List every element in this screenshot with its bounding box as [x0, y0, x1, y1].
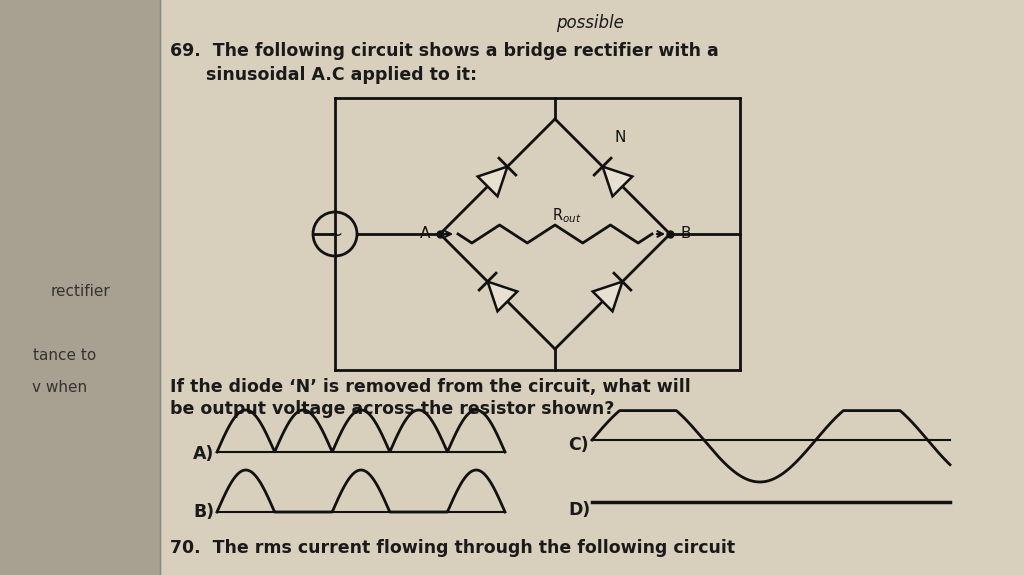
Text: ~: ~	[327, 225, 343, 244]
Text: tance to: tance to	[34, 348, 96, 363]
Polygon shape	[593, 282, 623, 311]
Text: possible: possible	[556, 14, 624, 32]
Text: D): D)	[568, 501, 590, 519]
Text: R$_{out}$: R$_{out}$	[552, 206, 582, 225]
Text: C): C)	[568, 436, 589, 454]
Text: be output voltage across the resistor shown?: be output voltage across the resistor sh…	[170, 400, 614, 418]
Text: A: A	[420, 227, 430, 242]
Text: 69.  The following circuit shows a bridge rectifier with a: 69. The following circuit shows a bridge…	[170, 42, 719, 60]
Text: rectifier: rectifier	[50, 285, 110, 300]
Bar	[0, 0, 160, 575]
Text: If the diode ‘N’ is removed from the circuit, what will: If the diode ‘N’ is removed from the cir…	[170, 378, 691, 396]
Text: sinusoidal A.C applied to it:: sinusoidal A.C applied to it:	[170, 66, 477, 84]
Text: v when: v when	[33, 381, 88, 396]
Text: B): B)	[193, 503, 214, 521]
Polygon shape	[478, 167, 508, 196]
Text: B: B	[680, 227, 690, 242]
Text: A): A)	[193, 445, 214, 463]
Polygon shape	[602, 167, 632, 196]
Bar	[160, 0, 1024, 575]
Text: 70.  The rms current flowing through the following circuit: 70. The rms current flowing through the …	[170, 539, 735, 557]
Polygon shape	[487, 282, 517, 311]
Text: N: N	[614, 129, 626, 144]
